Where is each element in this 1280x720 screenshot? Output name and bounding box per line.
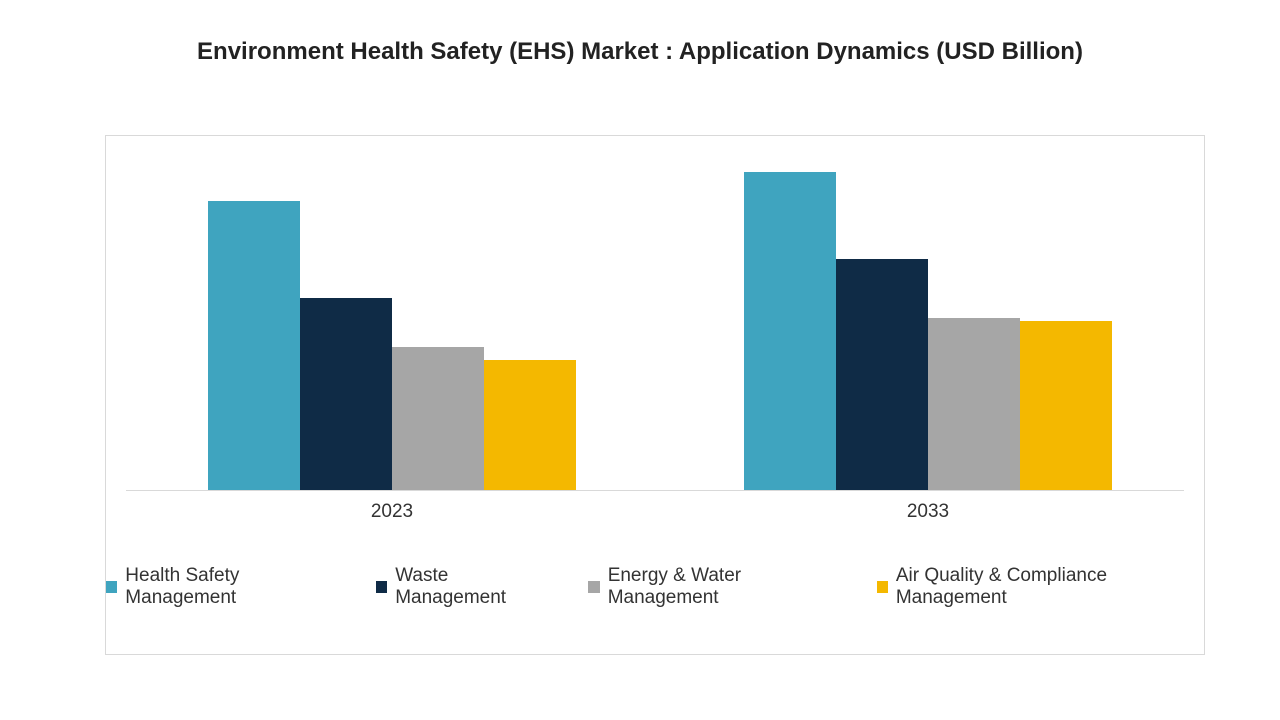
legend-item-energy-water: Energy & Water Management bbox=[588, 565, 842, 609]
chart-container: 2023 2033 Health Safety Management Waste… bbox=[105, 135, 1205, 655]
x-label-2033: 2033 bbox=[907, 501, 949, 523]
plot-area bbox=[126, 166, 1184, 491]
bar-2033-waste bbox=[836, 259, 928, 490]
chart-title: Environment Health Safety (EHS) Market :… bbox=[0, 38, 1280, 66]
page: Environment Health Safety (EHS) Market :… bbox=[0, 0, 1280, 720]
x-label-2023: 2023 bbox=[371, 501, 413, 523]
legend-label: Health Safety Management bbox=[125, 565, 342, 609]
legend-swatch-health-safety bbox=[106, 581, 117, 593]
legend-label: Energy & Water Management bbox=[608, 565, 843, 609]
legend-item-health-safety: Health Safety Management bbox=[106, 565, 342, 609]
bar-2023-energy-water bbox=[392, 347, 484, 490]
bar-2033-air-quality bbox=[1020, 321, 1112, 490]
legend-label: Air Quality & Compliance Management bbox=[896, 565, 1204, 609]
bar-2033-energy-water bbox=[928, 318, 1020, 490]
bar-2023-air-quality bbox=[484, 360, 576, 490]
bar-group-2023 bbox=[208, 166, 576, 490]
legend-swatch-energy-water bbox=[588, 581, 599, 593]
legend-item-air-quality: Air Quality & Compliance Management bbox=[877, 565, 1204, 609]
bar-2023-waste bbox=[300, 298, 392, 490]
legend-label: Waste Management bbox=[395, 565, 554, 609]
legend: Health Safety Management Waste Managemen… bbox=[106, 565, 1204, 609]
x-axis-labels: 2023 2033 bbox=[126, 501, 1184, 531]
legend-swatch-waste bbox=[376, 581, 387, 593]
legend-swatch-air-quality bbox=[877, 581, 888, 593]
legend-item-waste: Waste Management bbox=[376, 565, 554, 609]
bar-group-2033 bbox=[744, 166, 1112, 490]
bar-2033-health-safety bbox=[744, 172, 836, 491]
bar-2023-health-safety bbox=[208, 201, 300, 490]
